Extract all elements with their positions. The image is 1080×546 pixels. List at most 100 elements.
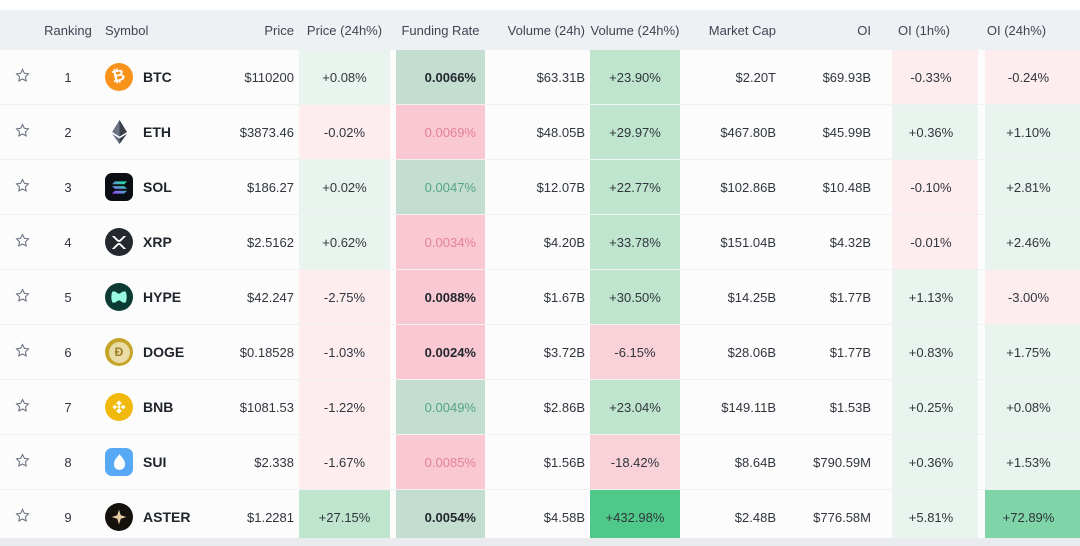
header-price-24h[interactable]: Price (24h%)	[306, 22, 383, 38]
volume-24h-pct-value: +432.98%	[605, 509, 665, 525]
symbol-cell: XRP	[92, 215, 207, 269]
header-market-cap[interactable]: Market Cap	[708, 22, 776, 38]
symbol-cell: SUI	[92, 435, 207, 489]
volume-24h-pct-cell: +29.97%	[590, 105, 680, 159]
funding-rate-cell: 0.0085%	[396, 435, 485, 489]
star-icon	[14, 342, 31, 362]
oi-24h-pct-cell: +1.75%	[985, 325, 1080, 379]
favorite-star-button[interactable]	[0, 215, 44, 269]
oi-1h-pct-value: +0.36%	[908, 124, 954, 140]
column-gap	[876, 215, 892, 269]
oi-1h-pct-value: +0.25%	[908, 399, 954, 415]
column-gap	[876, 10, 892, 50]
volume-24h-pct-value: -6.15%	[614, 344, 656, 360]
symbol-label: SOL	[143, 179, 172, 195]
funding-rate-value: 0.0034%	[424, 234, 476, 250]
rank-value: 8	[64, 454, 72, 470]
price-value: $3873.46	[239, 124, 294, 140]
favorite-star-button[interactable]	[0, 435, 44, 489]
table-row[interactable]: 8 SUI $2.338 -1.67% 0.0085% $1.56B -18.4…	[0, 435, 1080, 490]
volume-24h-pct-cell: +33.78%	[590, 215, 680, 269]
favorite-cell	[0, 435, 44, 489]
volume-24h-value: $3.72B	[543, 344, 585, 360]
oi-1h-pct-value: +1.13%	[908, 289, 954, 305]
rank-value: 9	[64, 509, 72, 525]
volume-24h-pct-cell: +432.98%	[590, 490, 680, 538]
volume-24h-pct-cell: +30.50%	[590, 270, 680, 324]
volume-24h-value: $1.67B	[543, 289, 585, 305]
column-gap	[876, 105, 892, 159]
volume-24h-pct-value: +23.90%	[609, 69, 661, 85]
favorite-star-button[interactable]	[0, 160, 44, 214]
symbol-cell: ASTER	[92, 490, 207, 538]
table-row[interactable]: 5 HYPE $42.247 -2.75% 0.0088% $1.67B +30…	[0, 270, 1080, 325]
header-funding-rate[interactable]: Funding Rate	[401, 22, 480, 38]
favorite-star-button[interactable]	[0, 380, 44, 434]
favorite-star-button[interactable]	[0, 490, 44, 538]
oi-1h-pct-cell: -0.33%	[892, 50, 978, 104]
star-icon	[14, 177, 31, 197]
symbol-label: HYPE	[143, 289, 182, 305]
favorite-star-button[interactable]	[0, 50, 44, 104]
header-volume-24h[interactable]: Volume (24h)	[507, 22, 585, 38]
table-row[interactable]: 6 Ð DOGE $0.18528 -1.03% 0.0024% $3.72B …	[0, 325, 1080, 380]
header-oi-1h-pct[interactable]: OI (1h%)	[897, 22, 950, 38]
volume-24h-value: $4.20B	[543, 234, 585, 250]
oi-24h-pct-value: +1.75%	[1006, 344, 1051, 360]
volume-24h-pct-cell: +22.77%	[590, 160, 680, 214]
oi-1h-pct-value: +0.83%	[908, 344, 954, 360]
favorite-star-button[interactable]	[0, 325, 44, 379]
table-row[interactable]: 9 ASTER $1.2281 +27.15% 0.0054% $4.58B +…	[0, 490, 1080, 538]
favorite-cell	[0, 380, 44, 434]
price-24h-pct-value: +0.08%	[322, 69, 367, 85]
header-oi-24h-pct[interactable]: OI (24h%)	[986, 22, 1047, 38]
favorite-star-button[interactable]	[0, 270, 44, 324]
oi-1h-pct-value: -0.01%	[910, 234, 952, 250]
funding-rate-value: 0.0069%	[424, 124, 476, 140]
oi-24h-pct-cell: +1.10%	[985, 105, 1080, 159]
price-value: $0.18528	[239, 344, 294, 360]
price-24h-pct-value: -1.03%	[323, 344, 366, 360]
rank-value: 7	[64, 399, 72, 415]
eth-icon	[105, 118, 133, 146]
price-24h-pct-value: +0.02%	[322, 179, 367, 195]
symbol-cell: ETH	[92, 105, 207, 159]
column-gap	[978, 490, 985, 538]
symbol-label: DOGE	[143, 344, 185, 360]
column-gap	[978, 435, 985, 489]
symbol-cell: SOL	[92, 160, 207, 214]
funding-rate-value: 0.0024%	[424, 344, 476, 360]
volume-24h-pct-value: +29.97%	[609, 124, 661, 140]
header-symbol[interactable]: Symbol	[105, 22, 149, 38]
market-cap-value: $28.06B	[727, 344, 776, 360]
table-row[interactable]: 2 ETH $3873.46 -0.02% 0.0069% $48.05B +2…	[0, 105, 1080, 160]
header-ranking[interactable]: Ranking	[44, 22, 92, 38]
favorite-star-button[interactable]	[0, 105, 44, 159]
column-gap	[978, 105, 985, 159]
market-cap-value: $2.48B	[734, 509, 776, 525]
sol-icon	[105, 173, 133, 201]
table-row[interactable]: 7 BNB $1081.53 -1.22% 0.0049% $2.86B +23…	[0, 380, 1080, 435]
column-gap	[876, 325, 892, 379]
market-cap-value: $14.25B	[727, 289, 776, 305]
oi-24h-pct-cell: +0.08%	[985, 380, 1080, 434]
favorite-cell	[0, 160, 44, 214]
column-gap	[978, 50, 985, 104]
price-24h-pct-cell: +0.62%	[299, 215, 390, 269]
header-volume-24h-pct[interactable]: Volume (24h%)	[590, 22, 680, 38]
header-oi[interactable]: OI	[857, 22, 871, 38]
funding-rate-cell: 0.0034%	[396, 215, 485, 269]
table-row[interactable]: 1 ₿ BTC $110200 +0.08% 0.0066% $63.31B +…	[0, 50, 1080, 105]
price-24h-pct-cell: -2.75%	[299, 270, 390, 324]
volume-24h-pct-value: +23.04%	[609, 399, 661, 415]
rank-value: 3	[64, 179, 72, 195]
header-price[interactable]: Price	[264, 22, 294, 38]
volume-24h-pct-value: +33.78%	[609, 234, 661, 250]
oi-24h-pct-value: +2.81%	[1006, 179, 1051, 195]
funding-rate-cell: 0.0088%	[396, 270, 485, 324]
table-row[interactable]: 3 SOL $186.27 +0.02% 0.0047% $12.07B +22…	[0, 160, 1080, 215]
oi-1h-pct-value: +5.81%	[908, 509, 954, 525]
price-24h-pct-value: -1.22%	[323, 399, 366, 415]
column-gap	[876, 270, 892, 324]
table-row[interactable]: 4 XRP $2.5162 +0.62% 0.0034% $4.20B +33.…	[0, 215, 1080, 270]
